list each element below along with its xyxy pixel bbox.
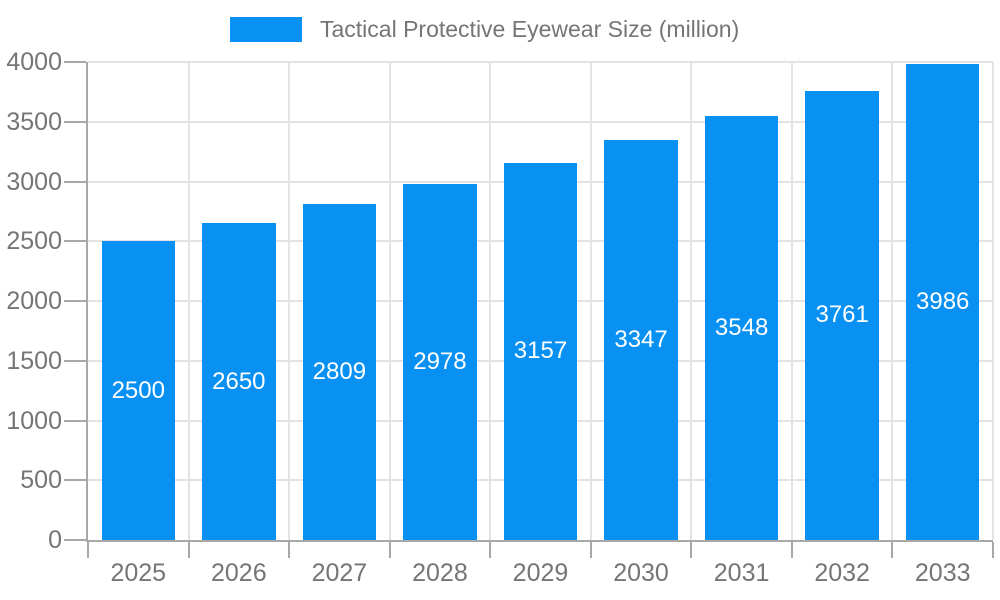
y-tick-label: 1000: [6, 406, 62, 435]
bar-value-label: 3157: [513, 337, 568, 365]
y-tick-label: 1500: [6, 346, 62, 375]
x-axis-tick: [288, 542, 291, 558]
y-axis-tick: [64, 479, 86, 482]
y-tick-label: 500: [20, 466, 62, 495]
x-tick-label: 2025: [110, 559, 167, 587]
gridline-vertical: [187, 62, 190, 540]
bar-value-label: 3347: [614, 326, 668, 354]
bar-value-label: 3548: [714, 314, 769, 341]
y-tick-label: 3500: [6, 107, 62, 136]
bar-value-label: 3986: [916, 287, 970, 315]
y-axis-tick: [64, 180, 86, 183]
y-axis-tick: [64, 539, 86, 541]
bar-value-label: 2809: [312, 358, 367, 386]
plot-area: 2500 2650 2809 2978 3157 3347 3548 3761 3986: [64, 61, 994, 558]
bar: 3548: [704, 116, 779, 540]
y-tick-label: 2500: [6, 227, 62, 256]
bar: 3986: [906, 63, 980, 540]
gridline-vertical: [992, 62, 994, 540]
x-tick-label: 2028: [412, 559, 468, 587]
y-axis-tick: [64, 61, 86, 63]
gridline-vertical: [589, 62, 592, 540]
x-axis-tick: [992, 542, 994, 558]
x-tick-label: 2030: [613, 559, 669, 587]
x-tick-label: 2031: [713, 559, 770, 587]
x-tick-label: 2033: [914, 559, 971, 587]
legend-swatch-icon: [230, 17, 302, 42]
x-axis-tick: [187, 542, 190, 558]
x-axis-tick: [891, 542, 894, 558]
x-tick-label: 2032: [814, 559, 870, 587]
bar-value-label: 3761: [815, 301, 869, 329]
gridline-vertical: [288, 62, 291, 540]
y-tick-label: 0: [48, 526, 62, 554]
y-axis-line: [86, 62, 88, 540]
x-tick-label: 2027: [311, 559, 368, 587]
x-axis-tick: [388, 542, 391, 558]
bar: 2500: [101, 241, 175, 540]
bar: 2978: [403, 184, 477, 540]
bar: 3347: [604, 140, 678, 540]
gridline-horizontal: [88, 61, 993, 63]
gridline-vertical: [790, 62, 793, 540]
bar: 3761: [805, 90, 879, 540]
x-tick-label: 2026: [211, 559, 267, 587]
gridline-horizontal: [88, 120, 993, 123]
y-axis-tick: [64, 240, 86, 243]
bar: 2650: [202, 223, 276, 540]
y-axis-tick: [64, 120, 86, 123]
y-axis-tick: [64, 300, 86, 302]
x-axis-tick: [690, 542, 693, 558]
y-tick-label: 3000: [6, 167, 62, 196]
gridline-vertical: [489, 62, 492, 540]
x-axis-tick: [87, 542, 89, 558]
y-tick-label: 2000: [6, 287, 62, 315]
chart-legend-item[interactable]: Tactical Protective Eyewear Size (millio…: [230, 16, 739, 43]
legend-label: Tactical Protective Eyewear Size (millio…: [320, 16, 740, 42]
x-tick-label: 2029: [512, 559, 569, 587]
gridline-vertical: [690, 62, 693, 540]
x-axis-tick: [790, 542, 793, 558]
x-axis-tick: [489, 542, 492, 558]
bar-value-label: 2978: [413, 348, 467, 376]
gridline-vertical: [891, 62, 894, 540]
bar-value-label: 2500: [111, 376, 165, 404]
x-axis-tick: [589, 542, 592, 558]
y-tick-label: 4000: [6, 48, 62, 76]
bar: 3157: [503, 162, 578, 540]
y-axis-tick: [64, 359, 86, 362]
x-axis-line: [86, 540, 993, 542]
bar-value-label: 2650: [212, 367, 266, 395]
gridline-vertical: [388, 62, 391, 540]
bar: 2809: [302, 204, 377, 540]
y-axis-tick: [64, 419, 86, 422]
